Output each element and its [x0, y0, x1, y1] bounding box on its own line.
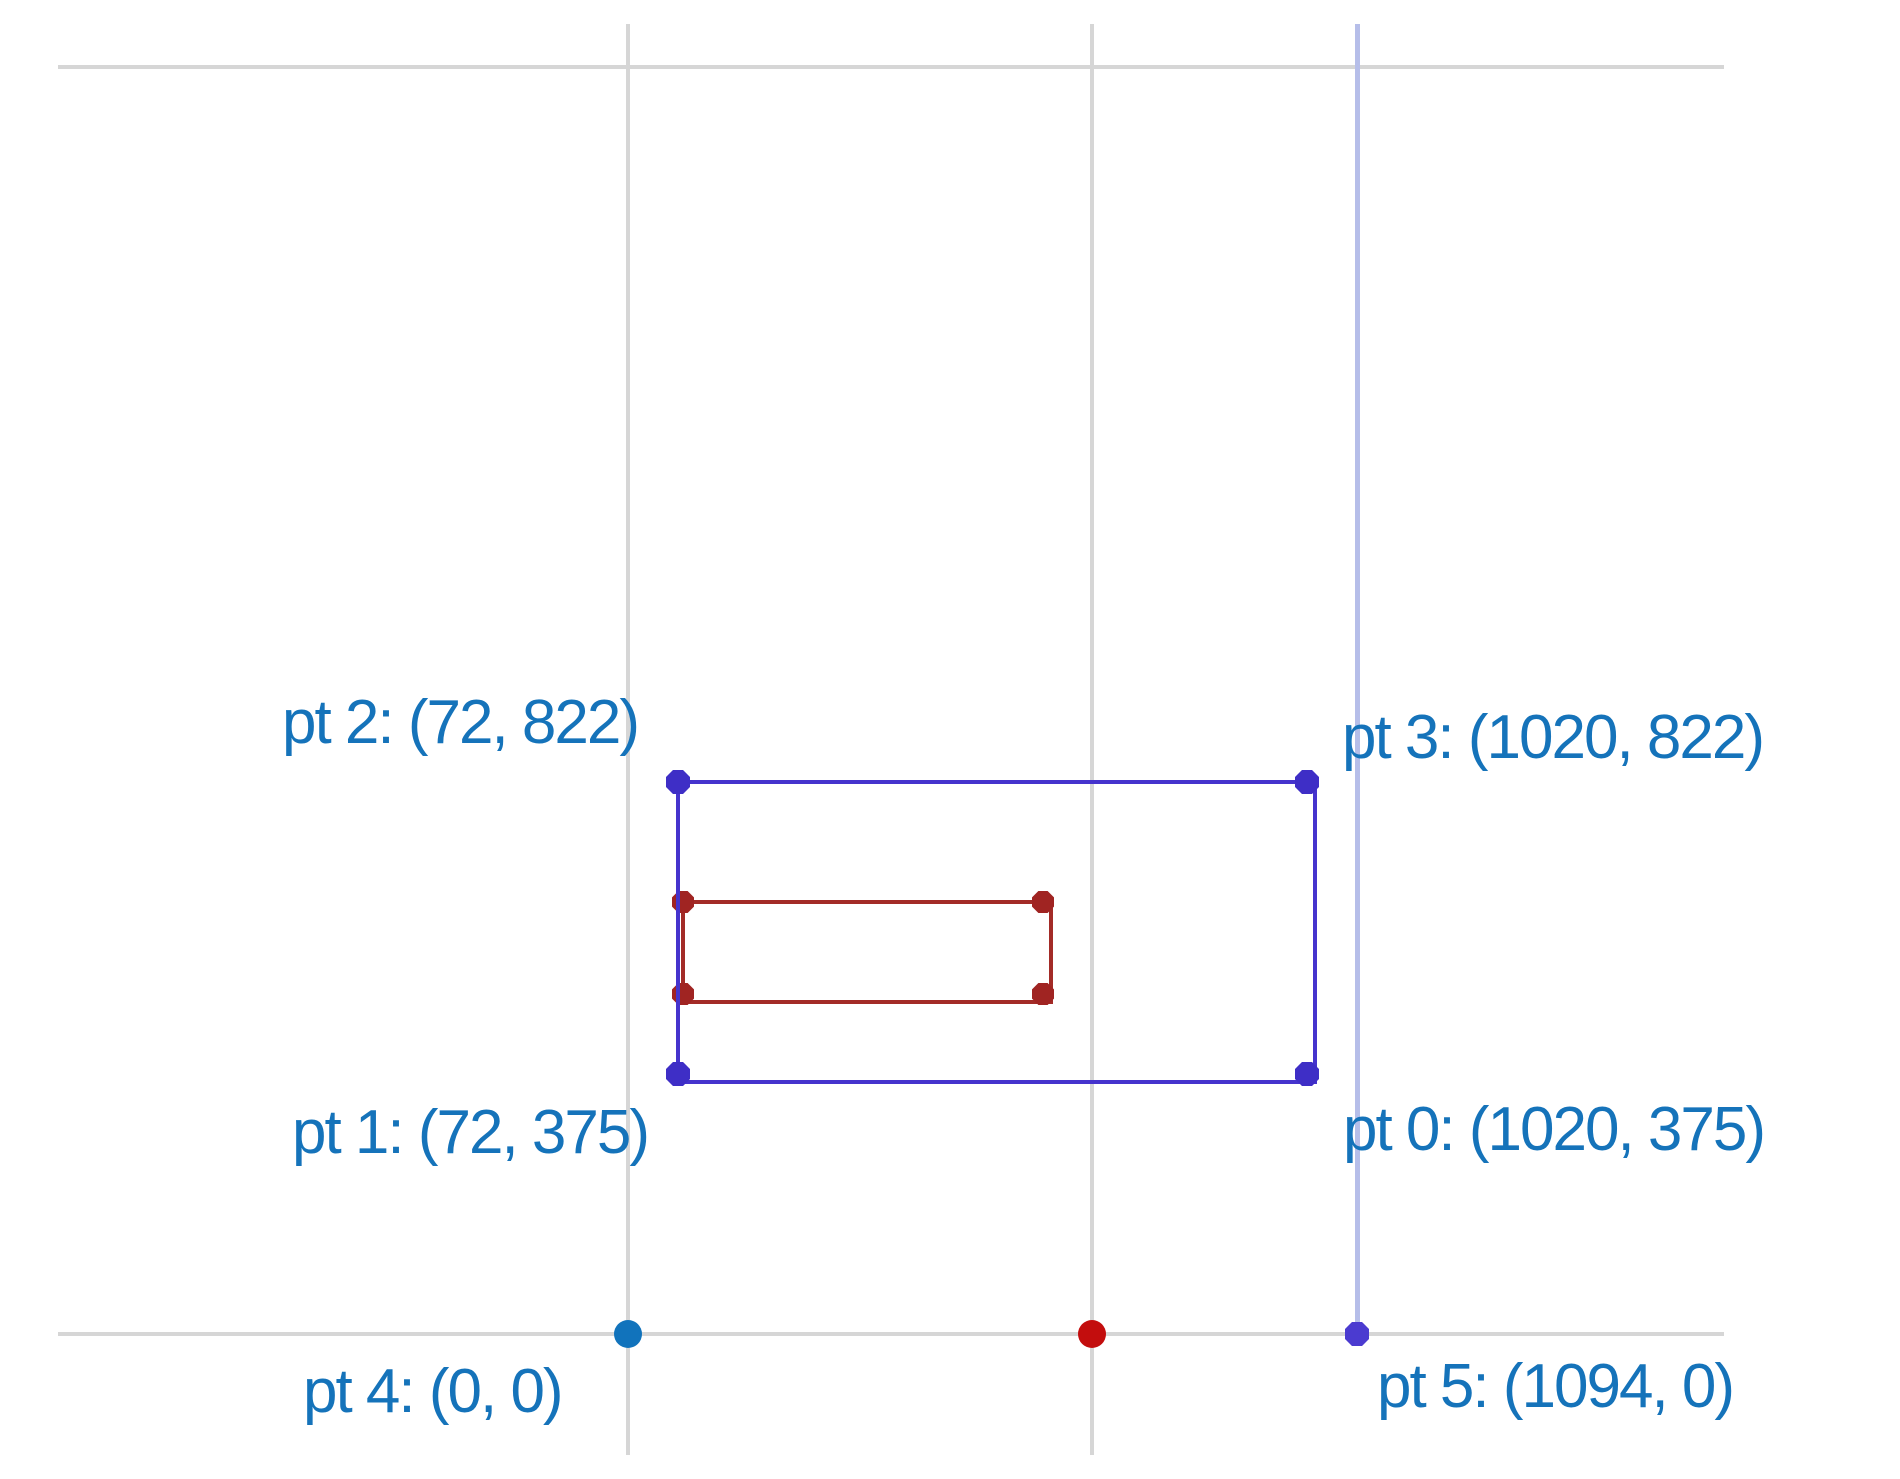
- red-rect-corner-dot-bottom-right: [1032, 983, 1054, 1005]
- red-rect-corner-dot-top-right: [1032, 891, 1054, 913]
- pt5-axis-dot: [1345, 1322, 1369, 1346]
- blue-rectangle: [676, 780, 1317, 1084]
- pt1-label: pt 1: (72, 375): [292, 1098, 650, 1167]
- blue-rect-corner-dot-pt2: [666, 770, 690, 794]
- x-axis-line: [58, 1332, 1724, 1336]
- vertical-gridline-left: [626, 24, 630, 1455]
- top-gridline: [58, 65, 1724, 69]
- pt2-label: pt 2: (72, 822): [282, 688, 640, 757]
- red-rectangle: [681, 900, 1053, 1004]
- blue-rect-corner-dot-pt0: [1295, 1062, 1319, 1086]
- vertical-gridline-blue: [1355, 24, 1360, 1334]
- pt4-label: pt 4: (0, 0): [303, 1357, 564, 1426]
- pt3-label: pt 3: (1020, 822): [1342, 703, 1765, 772]
- pt4-origin-dot: [614, 1320, 642, 1348]
- vertical-gridline-middle: [1090, 24, 1094, 1455]
- pt5-label: pt 5: (1094, 0): [1377, 1352, 1735, 1421]
- axis-red-dot: [1078, 1320, 1106, 1348]
- blue-rect-corner-dot-pt3: [1295, 770, 1319, 794]
- pt0-label: pt 0: (1020, 375): [1343, 1095, 1766, 1164]
- blue-rect-corner-dot-pt1: [666, 1062, 690, 1086]
